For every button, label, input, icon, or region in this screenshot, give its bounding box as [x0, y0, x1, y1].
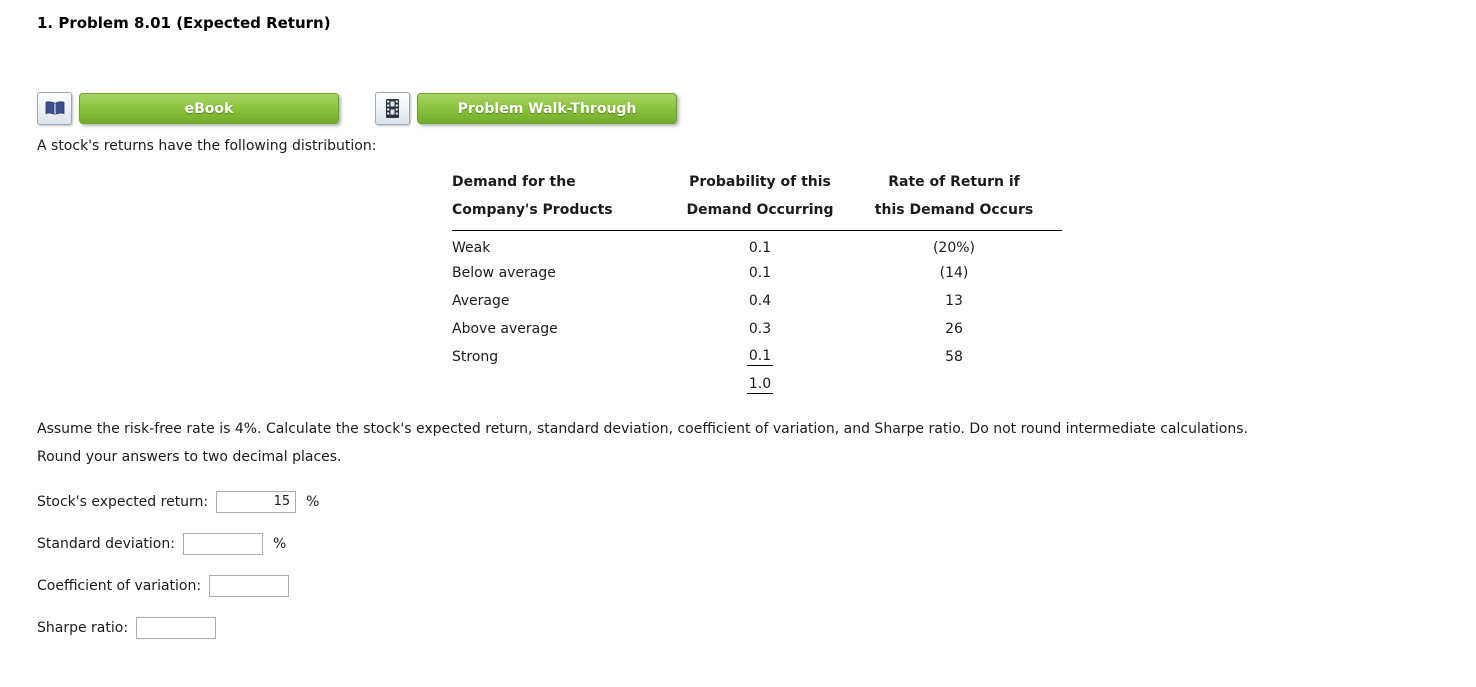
demand-cell: Below average — [452, 264, 556, 281]
table-row: Weak 0.1 (20%) — [452, 231, 1062, 259]
header-line: Probability of this — [689, 174, 831, 190]
ebook-button-label: eBook — [79, 93, 339, 124]
demand-cell: Strong — [452, 348, 499, 365]
table-header-row: Demand for the Company's Products Probab… — [452, 168, 1062, 231]
rate-cell: 13 — [945, 292, 963, 309]
ebook-button[interactable]: eBook — [37, 92, 339, 125]
table-row: Strong 0.1 58 — [452, 343, 1062, 371]
problem-page: 1. Problem 8.01 (Expected Return) eBook — [37, 14, 1439, 639]
probability-cell: 0.3 — [748, 320, 772, 337]
total-row: 1.0 — [452, 371, 1062, 399]
total-probability: 1.0 — [747, 375, 773, 394]
probability-underlined-value: 0.1 — [747, 347, 773, 366]
table-row: Above average 0.3 26 — [452, 315, 1062, 343]
expected-return-input[interactable] — [216, 490, 297, 513]
probability-cell: 0.1 — [674, 343, 846, 371]
probability-column-header: Probability of this Demand Occurring — [674, 168, 846, 231]
percent-suffix: % — [306, 493, 320, 510]
table-row: Below average 0.1 (14) — [452, 259, 1062, 287]
demand-cell: Average — [452, 292, 510, 309]
answer-row-coefficient-of-variation: Coefficient of variation: — [37, 574, 1439, 597]
coefficient-of-variation-input[interactable] — [209, 574, 290, 597]
table-row: Average 0.4 13 — [452, 287, 1062, 315]
standard-deviation-label: Standard deviation: — [37, 535, 175, 552]
probability-cell: 0.1 — [748, 239, 772, 256]
rate-cell: (14) — [939, 264, 969, 281]
standard-deviation-input[interactable] — [182, 532, 263, 555]
walkthrough-button[interactable]: Problem Walk-Through — [375, 92, 677, 125]
intro-text: A stock's returns have the following dis… — [37, 138, 377, 154]
probability-cell: 0.1 — [748, 264, 772, 281]
answers-section: Stock's expected return: % Standard devi… — [37, 490, 1439, 639]
header-line: Rate of Return if — [888, 174, 1020, 190]
instructions-line-2: Round your answers to two decimal places… — [37, 448, 342, 465]
page-title: 1. Problem 8.01 (Expected Return) — [37, 14, 331, 32]
percent-suffix: % — [272, 535, 287, 552]
film-strip-icon — [375, 92, 410, 125]
rate-cell: 58 — [945, 348, 963, 365]
demand-column-header: Demand for the Company's Products — [452, 168, 674, 231]
rate-cell: (20%) — [932, 239, 976, 256]
header-line: this Demand Occurs — [874, 202, 1034, 218]
answer-row-sharpe-ratio: Sharpe ratio: — [37, 616, 1439, 639]
rate-cell: 26 — [945, 320, 963, 337]
resource-buttons-row: eBook Problem Walk-Through — [37, 92, 1439, 125]
walkthrough-button-label: Problem Walk-Through — [417, 93, 677, 124]
demand-cell: Above average — [452, 320, 558, 337]
distribution-table: Demand for the Company's Products Probab… — [452, 168, 1062, 399]
expected-return-label: Stock's expected return: — [37, 493, 209, 510]
sharpe-ratio-label: Sharpe ratio: — [37, 619, 129, 636]
rate-column-header: Rate of Return if this Demand Occurs — [846, 168, 1062, 231]
sharpe-ratio-input[interactable] — [136, 616, 217, 639]
coefficient-of-variation-label: Coefficient of variation: — [37, 577, 202, 594]
open-book-icon — [37, 92, 72, 125]
probability-cell: 0.4 — [748, 292, 772, 309]
header-line: Demand for the — [452, 174, 576, 190]
demand-cell: Weak — [452, 239, 491, 256]
instructions-line-1: Assume the risk-free rate is 4%. Calcula… — [37, 420, 1248, 437]
instructions: Assume the risk-free rate is 4%. Calcula… — [37, 415, 1439, 471]
answer-row-expected-return: Stock's expected return: % — [37, 490, 1439, 513]
header-line: Demand Occurring — [686, 202, 834, 218]
answer-row-standard-deviation: Standard deviation: % — [37, 532, 1439, 555]
header-line: Company's Products — [452, 202, 613, 218]
